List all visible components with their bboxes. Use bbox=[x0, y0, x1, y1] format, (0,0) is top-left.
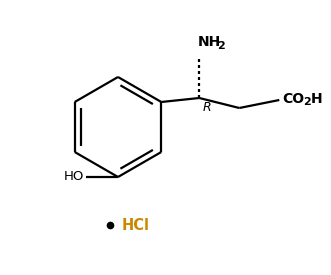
Text: HCl: HCl bbox=[122, 218, 150, 232]
Text: CO: CO bbox=[282, 92, 305, 106]
Text: NH: NH bbox=[197, 35, 220, 49]
Text: H: H bbox=[310, 92, 322, 106]
Text: HO: HO bbox=[64, 170, 84, 183]
Text: 2: 2 bbox=[303, 97, 311, 107]
Text: 2: 2 bbox=[217, 41, 225, 51]
Text: R: R bbox=[202, 101, 211, 114]
